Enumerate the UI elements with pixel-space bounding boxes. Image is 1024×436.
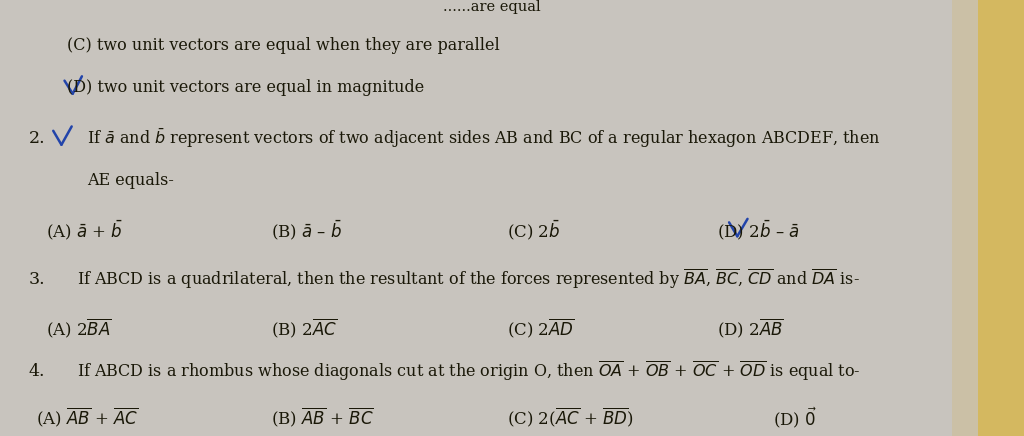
Text: (D) two unit vectors are equal in magnitude: (D) two unit vectors are equal in magnit… (67, 79, 424, 95)
Text: 3.: 3. (29, 271, 45, 287)
Text: (C) 2$\bar{b}$: (C) 2$\bar{b}$ (507, 218, 560, 242)
Text: If $\bar{a}$ and $\bar{b}$ represent vectors of two adjacent sides AB and BC of : If $\bar{a}$ and $\bar{b}$ represent vec… (87, 127, 881, 150)
Text: (B) $\overline{AB}$ + $\overline{BC}$: (B) $\overline{AB}$ + $\overline{BC}$ (271, 406, 374, 429)
Bar (978, 0, 1024, 436)
Bar (952, 0, 978, 436)
Text: If ABCD is a quadrilateral, then the resultant of the forces represented by $\ov: If ABCD is a quadrilateral, then the res… (77, 267, 860, 291)
Text: (A) 2$\overline{BA}$: (A) 2$\overline{BA}$ (46, 316, 112, 340)
Text: 4.: 4. (29, 363, 45, 380)
Text: (D) 2$\overline{AB}$: (D) 2$\overline{AB}$ (717, 316, 783, 340)
Text: (C) 2($\overline{AC}$ + $\overline{BD}$): (C) 2($\overline{AC}$ + $\overline{BD}$) (507, 406, 634, 429)
Text: (C) 2$\overline{AD}$: (C) 2$\overline{AD}$ (507, 316, 574, 340)
Text: ......are equal: ......are equal (442, 0, 541, 14)
Text: (B) 2$\overline{AC}$: (B) 2$\overline{AC}$ (271, 316, 337, 340)
Text: If ABCD is a rhombus whose diagonals cut at the origin O, then $\overline{OA}$ +: If ABCD is a rhombus whose diagonals cut… (77, 360, 860, 383)
Text: (A) $\overline{AB}$ + $\overline{AC}$: (A) $\overline{AB}$ + $\overline{AC}$ (36, 406, 138, 429)
Text: 2.: 2. (29, 130, 45, 147)
Text: (C) two unit vectors are equal when they are parallel: (C) two unit vectors are equal when they… (67, 37, 500, 54)
Text: (B) $\bar{a}$ – $\bar{b}$: (B) $\bar{a}$ – $\bar{b}$ (271, 218, 343, 242)
Text: AE equals-: AE equals- (87, 173, 174, 189)
Text: (D) $\vec{0}$: (D) $\vec{0}$ (773, 405, 817, 430)
Text: (A) $\bar{a}$ + $\bar{b}$: (A) $\bar{a}$ + $\bar{b}$ (46, 218, 123, 242)
Text: (D) 2$\bar{b}$ – $\bar{a}$: (D) 2$\bar{b}$ – $\bar{a}$ (717, 218, 800, 242)
